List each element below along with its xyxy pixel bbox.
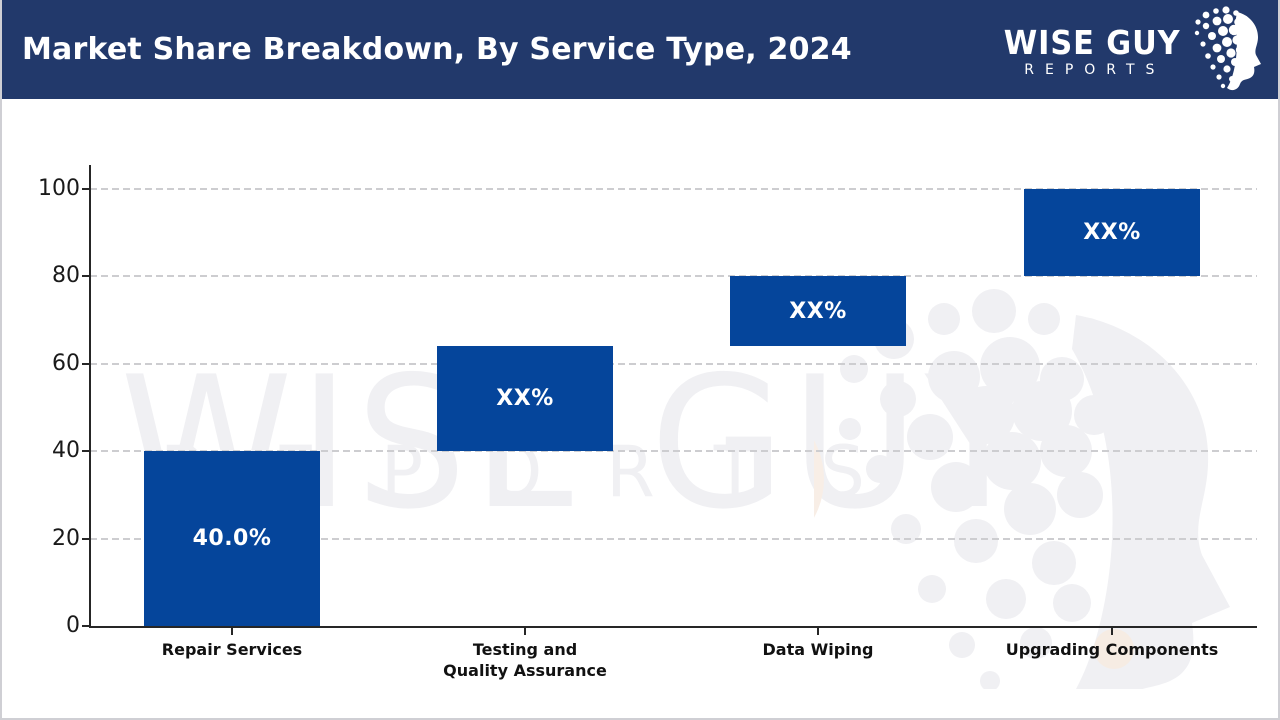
bar-data-wiping: XX%: [730, 276, 906, 346]
gridline-40: [90, 450, 1257, 452]
bar-value-label: 40.0%: [192, 526, 272, 551]
y-tick-40: [82, 450, 90, 452]
bar-value-label: XX%: [496, 386, 554, 411]
y-tick-label-20: 20: [52, 525, 80, 551]
bar-value-label: XX%: [1083, 219, 1141, 245]
logo-head-icon: [1194, 6, 1261, 91]
y-tick-20: [82, 537, 90, 540]
y-tick-label-80: 80: [52, 263, 80, 288]
x-tick-testing-and-quality-assurance: [524, 628, 526, 635]
y-tick-60: [82, 362, 90, 365]
header: Market Share Breakdown, By Service Type,…: [2, 0, 1278, 99]
y-tick-label-40: 40: [52, 438, 80, 463]
watermark-head-icon: [814, 289, 1230, 689]
x-tick-upgrading-components: [1111, 628, 1113, 635]
bar-repair-services: 40.0%: [144, 451, 320, 626]
gridline-60: [90, 362, 1257, 365]
chart-area: WISE GUY REPORTS 0 20 40 60 80 100 40.0: [2, 99, 1278, 718]
x-tick-repair-services: [231, 628, 233, 635]
y-tick-label-100: 100: [38, 175, 80, 201]
bar-testing-and-quality-assurance: XX%: [437, 346, 613, 451]
logo-wordmark: WISE GUY: [1003, 23, 1181, 62]
bar-upgrading-components: XX%: [1024, 188, 1200, 276]
logo-text: WISE GUY REPORTS: [996, 23, 1188, 79]
x-axis-line: [89, 626, 1257, 628]
y-tick-100: [82, 187, 90, 190]
gridline-80: [90, 275, 1257, 277]
y-tick-label-60: 60: [52, 350, 80, 376]
logo-subtext: REPORTS: [1024, 62, 1166, 78]
y-tick-0: [82, 625, 90, 627]
page-title: Market Share Breakdown, By Service Type,…: [22, 32, 852, 67]
y-tick-80: [82, 275, 90, 277]
gridline-20: [90, 537, 1257, 540]
x-tick-label-repair-services: Repair Services: [161, 640, 303, 659]
wise-guy-logo: WISE GUY REPORTS: [996, 6, 1264, 92]
gridline-100: [90, 187, 1257, 190]
bar-value-label: XX%: [789, 298, 847, 324]
x-tick-data-wiping: [817, 628, 819, 635]
y-axis-line: [89, 165, 91, 628]
x-tick-label-testing-and-quality-assurance: Testing and Quality Assurance: [443, 640, 607, 680]
x-tick-label-upgrading-components: Upgrading Components: [1005, 640, 1219, 659]
x-tick-label-data-wiping: Data Wiping: [762, 640, 874, 659]
y-tick-label-0: 0: [66, 613, 80, 638]
